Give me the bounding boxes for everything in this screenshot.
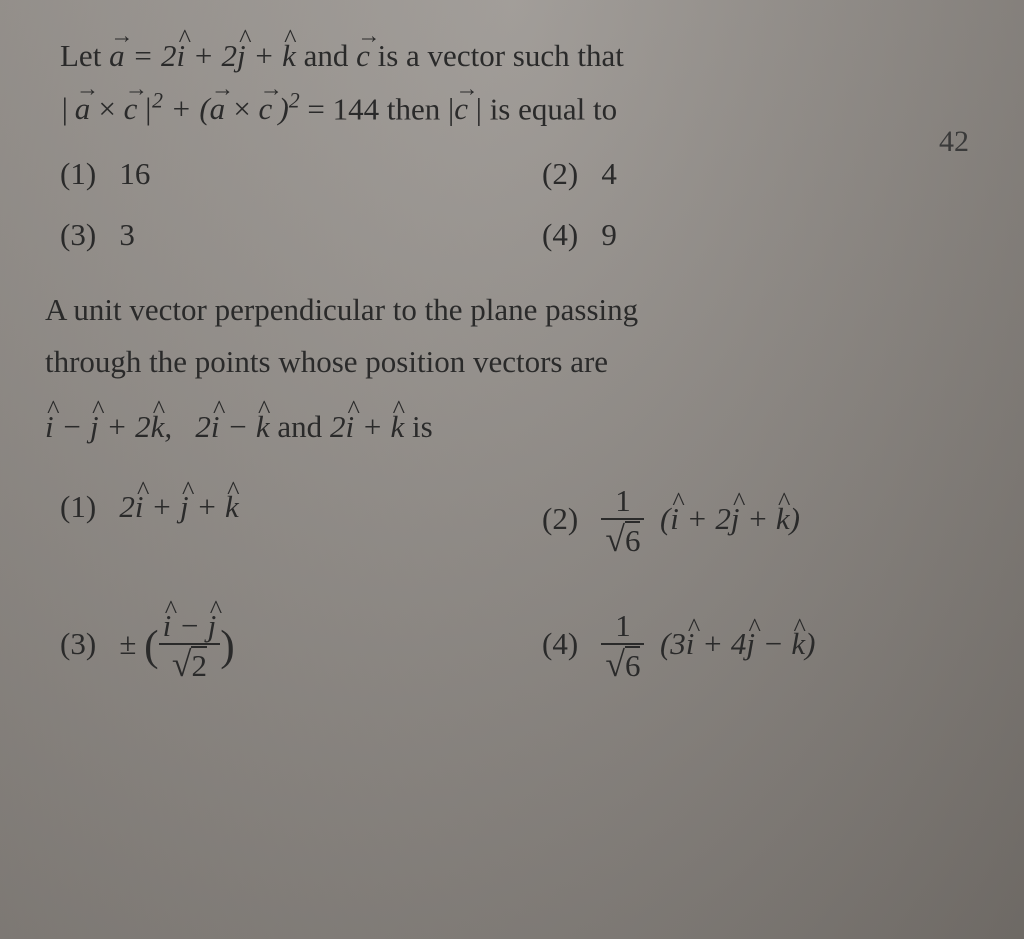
- q2-opt2-sqrt: 6: [625, 521, 641, 558]
- q1-eq: = 144 then |: [307, 91, 454, 126]
- q1-option-1: (1) 16: [60, 151, 502, 198]
- q1-option-4: (4) 9: [542, 212, 984, 259]
- q1-opt2-label: (2): [542, 156, 578, 191]
- page-number: 42: [939, 125, 969, 159]
- question-2: A unit vector perpendicular to the plane…: [40, 284, 984, 685]
- q1-option-3: (3) 3: [60, 212, 502, 259]
- q2-is: is: [412, 409, 433, 444]
- q2-opt4-label: (4): [542, 626, 578, 661]
- q2-option-2: (2) 1 6 (i + 2j + k): [542, 484, 984, 559]
- q2-line1: A unit vector perpendicular to the plane…: [45, 292, 638, 327]
- q1-opt4-value: 9: [601, 217, 617, 252]
- q2-opt3-prefix: ±: [119, 626, 136, 661]
- question-2-options: (1) 2i + j + k (2) 1 6 (i + 2j + k) (3) …: [40, 484, 984, 685]
- q2-and: and: [277, 409, 330, 444]
- q2-opt3-label: (3): [60, 626, 96, 661]
- question-1-options: (1) 16 (2) 4 (3) 3 (4) 9: [40, 151, 984, 259]
- q2-opt2-coef: 1: [601, 484, 644, 520]
- q1-option-2: (2) 4: [542, 151, 984, 198]
- q1-suffix1: is a vector such that: [378, 38, 624, 73]
- q2-option-4: (4) 1 6 (3i + 4j − k): [542, 609, 984, 684]
- question-1: Let a = 2i + 2j + k and c is a vector su…: [40, 30, 984, 259]
- question-2-text: A unit vector perpendicular to the plane…: [40, 284, 984, 454]
- q1-opt4-label: (4): [542, 217, 578, 252]
- q1-and: and: [304, 38, 357, 73]
- q1-opt3-label: (3): [60, 217, 96, 252]
- q1-suffix2: | is equal to: [476, 91, 617, 126]
- q2-opt2-label: (2): [542, 501, 578, 536]
- question-1-text: Let a = 2i + 2j + k and c is a vector su…: [40, 30, 984, 136]
- q2-option-1: (1) 2i + j + k: [60, 484, 502, 559]
- q1-opt1-value: 16: [119, 156, 150, 191]
- q2-option-3: (3) ± ( i − j 2 ): [60, 609, 502, 684]
- q1-let: Let: [60, 38, 109, 73]
- q2-opt1-label: (1): [60, 489, 96, 524]
- q2-opt4-sqrt: 6: [625, 646, 641, 683]
- q1-opt2-value: 4: [601, 156, 617, 191]
- q1-opt3-value: 3: [119, 217, 135, 252]
- q1-opt1-label: (1): [60, 156, 96, 191]
- q2-opt3-sqrt: 2: [191, 646, 207, 683]
- q2-line2: through the points whose position vector…: [45, 344, 608, 379]
- q2-opt4-coef: 1: [601, 609, 644, 645]
